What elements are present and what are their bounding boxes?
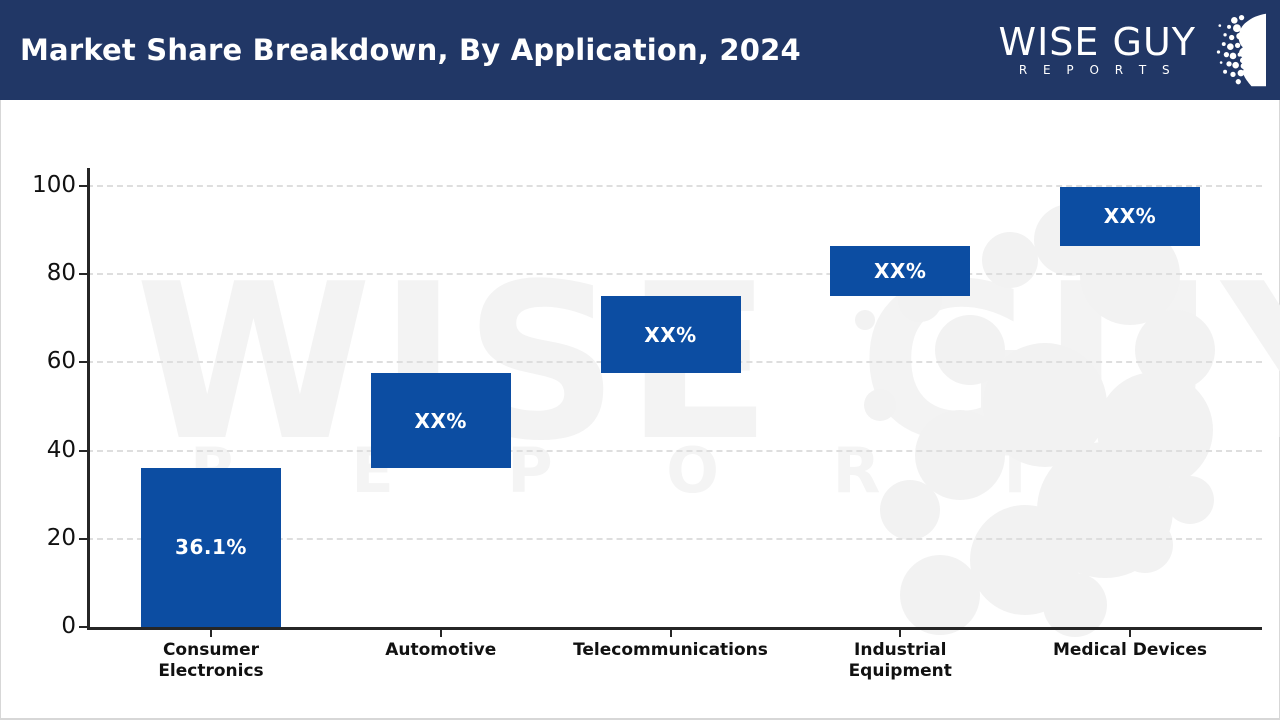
gridline-80 xyxy=(87,273,1262,276)
bar-value-label-industrial-equipment: XX% xyxy=(874,258,927,283)
x-axis-label-consumer-electronics: Consumer Electronics xyxy=(158,640,264,682)
header-bar: Market Share Breakdown, By Application, … xyxy=(0,0,1280,100)
bar-telecommunications xyxy=(600,296,741,374)
x-tick-mark-telecommunications xyxy=(669,629,672,637)
x-axis-label-industrial-equipment: Industrial Equipment xyxy=(848,640,952,682)
bar-value-label-medical-devices: XX% xyxy=(1103,204,1157,229)
bar-industrial-equipment xyxy=(830,245,971,297)
bar-value-label-telecommunications: XX% xyxy=(644,322,697,347)
y-tick-mark-60 xyxy=(79,361,87,364)
bar-consumer-electronics xyxy=(141,467,281,627)
wise-guy-logo: WISE GUY R E P O R T S xyxy=(999,6,1266,94)
x-tick-mark-industrial-equipment xyxy=(899,629,902,637)
x-axis-label-telecommunications: Telecommunications xyxy=(573,640,768,660)
dotted-head-logo-icon xyxy=(1216,13,1266,87)
logo-wordmark: WISE GUY xyxy=(998,19,1196,64)
gridline-20 xyxy=(87,537,1262,540)
bar-value-label-automotive: XX% xyxy=(414,408,467,433)
x-axis-spine xyxy=(87,627,1262,630)
y-tick-mark-20 xyxy=(79,537,87,540)
x-tick-mark-automotive xyxy=(439,629,442,637)
x-tick-mark-consumer-electronics xyxy=(210,629,212,637)
page-title: Market Share Breakdown, By Application, … xyxy=(20,33,801,67)
x-axis-label-medical-devices: Medical Devices xyxy=(1052,640,1207,660)
y-tick-mark-40 xyxy=(79,449,87,452)
x-axis-label-automotive: Automotive xyxy=(385,640,497,660)
y-tick-label-40: 40 xyxy=(46,436,76,463)
x-tick-mark-medical-devices xyxy=(1129,629,1131,637)
bar-medical-devices xyxy=(1060,187,1200,246)
y-tick-label-100: 100 xyxy=(32,172,76,198)
y-tick-label-0: 0 xyxy=(61,613,76,639)
bar-value-label-consumer-electronics: 36.1% xyxy=(175,535,247,560)
y-tick-mark-0 xyxy=(79,626,87,628)
bar-automotive xyxy=(370,373,511,468)
y-tick-label-80: 80 xyxy=(46,260,76,287)
y-tick-label-20: 20 xyxy=(46,524,76,551)
y-tick-mark-100 xyxy=(79,185,87,187)
logo-subtitle: R E P O R T S xyxy=(1018,63,1176,78)
y-tick-label-60: 60 xyxy=(46,348,76,375)
y-tick-mark-80 xyxy=(79,273,87,276)
gridline-100 xyxy=(87,185,1262,187)
logo-text: WISE GUY R E P O R T S xyxy=(998,19,1196,78)
gridline-40 xyxy=(87,449,1262,452)
y-axis-spine xyxy=(87,168,90,629)
